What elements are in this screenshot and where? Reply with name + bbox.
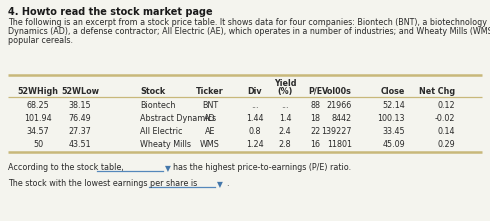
Text: 1.44: 1.44	[246, 114, 264, 123]
Text: 76.49: 76.49	[69, 114, 91, 123]
Text: 27.37: 27.37	[69, 127, 92, 136]
Text: Wheaty Mills: Wheaty Mills	[140, 140, 191, 149]
Text: ...: ...	[251, 101, 259, 110]
Text: 1.24: 1.24	[246, 140, 264, 149]
Text: 2.8: 2.8	[279, 140, 292, 149]
Text: P/E: P/E	[308, 87, 322, 96]
Text: 139227: 139227	[321, 127, 352, 136]
Text: (%): (%)	[277, 87, 293, 96]
Text: 11801: 11801	[327, 140, 352, 149]
Text: 0.14: 0.14	[438, 127, 455, 136]
Text: 34.57: 34.57	[26, 127, 49, 136]
Text: 52WLow: 52WLow	[61, 87, 99, 96]
Text: popular cereals.: popular cereals.	[8, 36, 73, 45]
Text: ▼: ▼	[217, 181, 223, 189]
Text: Abstract Dynamics: Abstract Dynamics	[140, 114, 216, 123]
Text: 8442: 8442	[332, 114, 352, 123]
Text: 22: 22	[310, 127, 320, 136]
Text: Ticker: Ticker	[196, 87, 224, 96]
Text: AE: AE	[205, 127, 215, 136]
Text: 38.15: 38.15	[69, 101, 91, 110]
Text: ▼: ▼	[165, 164, 171, 173]
Text: .: .	[226, 179, 228, 188]
Text: 21966: 21966	[327, 101, 352, 110]
Text: 101.94: 101.94	[24, 114, 52, 123]
Text: All Electric: All Electric	[140, 127, 182, 136]
Text: 0.29: 0.29	[437, 140, 455, 149]
Text: Dynamics (AD), a defense contractor; All Electric (AE), which operates in a numb: Dynamics (AD), a defense contractor; All…	[8, 27, 490, 36]
Text: 100.13: 100.13	[377, 114, 405, 123]
Text: 1.4: 1.4	[279, 114, 291, 123]
Text: has the highest price-to-earnings (P/E) ratio.: has the highest price-to-earnings (P/E) …	[173, 163, 351, 172]
Text: 88: 88	[310, 101, 320, 110]
Text: 4. Howto read the stock market page: 4. Howto read the stock market page	[8, 7, 213, 17]
Text: 0.8: 0.8	[249, 127, 261, 136]
Text: -0.02: -0.02	[435, 114, 455, 123]
Text: The stock with the lowest earnings per share is: The stock with the lowest earnings per s…	[8, 179, 197, 188]
Text: 68.25: 68.25	[26, 101, 49, 110]
Text: Net Chg: Net Chg	[419, 87, 455, 96]
Text: 52.14: 52.14	[382, 101, 405, 110]
Text: 43.51: 43.51	[69, 140, 91, 149]
Text: AD: AD	[204, 114, 216, 123]
Text: 52WHigh: 52WHigh	[18, 87, 58, 96]
Text: Vol00s: Vol00s	[322, 87, 352, 96]
Text: Biontech: Biontech	[140, 101, 175, 110]
Text: 18: 18	[310, 114, 320, 123]
Text: ...: ...	[281, 101, 289, 110]
Text: WMS: WMS	[200, 140, 220, 149]
Text: Div: Div	[247, 87, 262, 96]
Text: Stock: Stock	[140, 87, 165, 96]
Text: 16: 16	[310, 140, 320, 149]
Text: Yield: Yield	[274, 79, 296, 88]
Text: According to the stock table,: According to the stock table,	[8, 163, 124, 172]
Text: 50: 50	[33, 140, 43, 149]
Text: 2.4: 2.4	[279, 127, 292, 136]
Text: 45.09: 45.09	[382, 140, 405, 149]
Text: 0.12: 0.12	[438, 101, 455, 110]
Text: Close: Close	[381, 87, 405, 96]
Text: The following is an excerpt from a stock price table. It shows data for four com: The following is an excerpt from a stock…	[8, 18, 490, 27]
Text: 33.45: 33.45	[382, 127, 405, 136]
Text: BNT: BNT	[202, 101, 218, 110]
